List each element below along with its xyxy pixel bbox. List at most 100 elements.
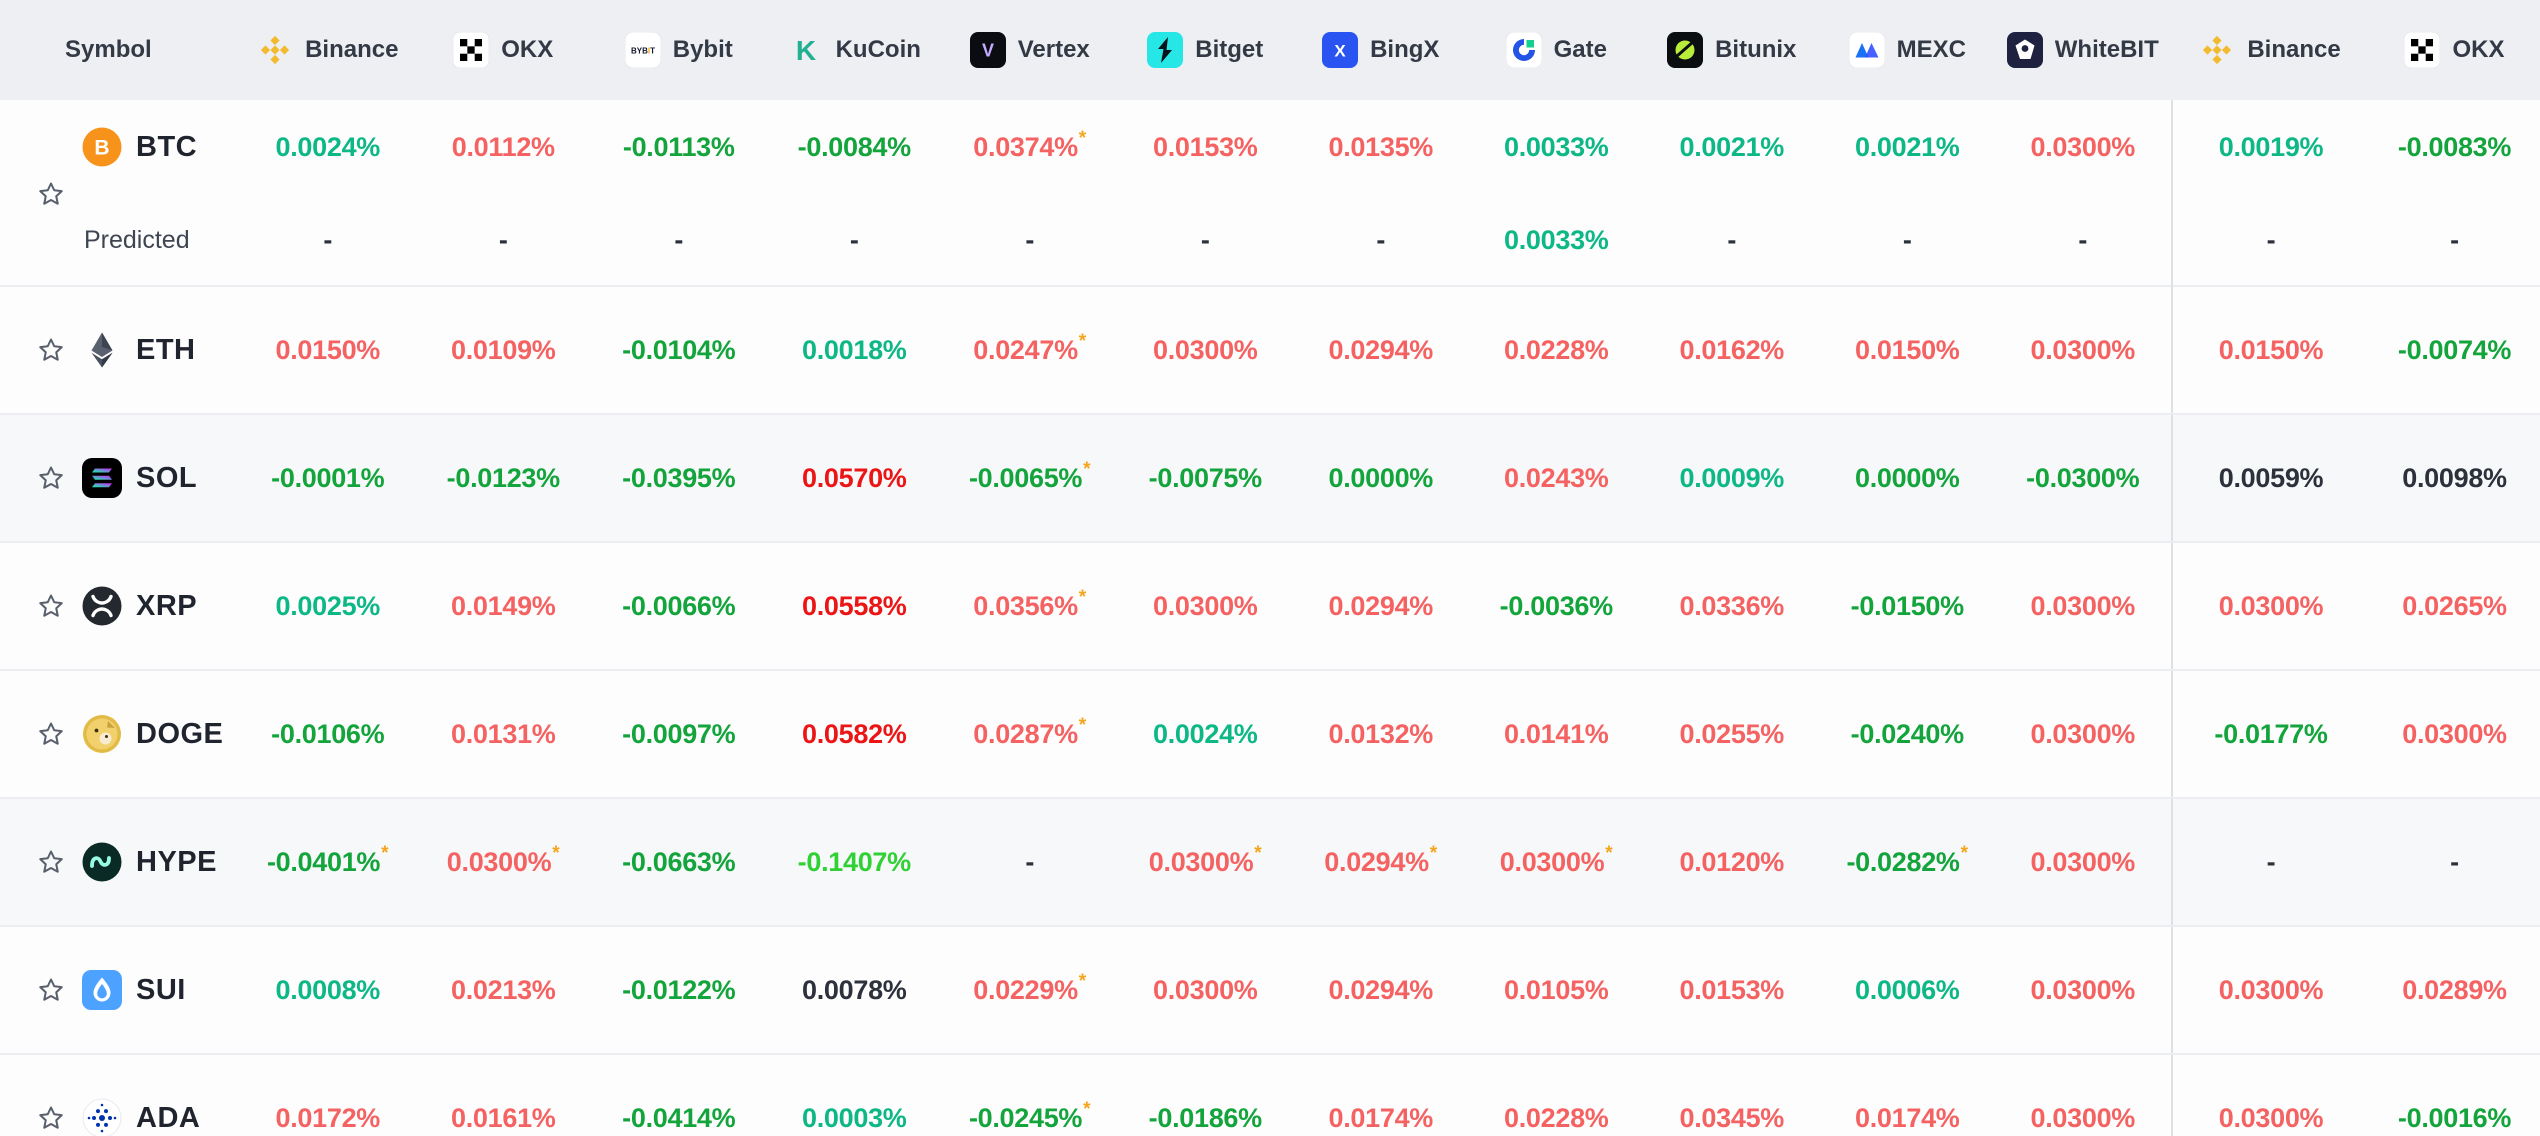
favorite-star-icon[interactable]: [36, 719, 66, 749]
rate-cell: -0.0113% -: [591, 100, 767, 287]
binance-icon: [2199, 32, 2235, 68]
favorite-star-icon[interactable]: [36, 591, 66, 621]
rate-value: 0.0265%: [2402, 590, 2507, 621]
column-header-symbol[interactable]: Symbol: [0, 36, 240, 64]
gate-icon: [1505, 32, 1542, 68]
rate-value: -0.0123%: [446, 462, 560, 493]
rate-value: 0.0300%: [2402, 718, 2507, 749]
table-row-ada[interactable]: ADA 0.0172% 0.0161% -0.0414% 0.0003% -0.0245%…: [0, 1055, 2540, 1136]
rate-value: 0.0300%: [2030, 846, 2136, 877]
rate-cell: 0.0025%: [240, 543, 416, 669]
svg-text:K: K: [795, 35, 815, 66]
table-body: B BTC Predicted 0.0024% -0.0112% - -0.0113% - -0…: [0, 100, 2540, 1136]
column-header-whitebit[interactable]: WhiteBIT: [1995, 32, 2171, 68]
rate-value: 0.0172%: [275, 1102, 381, 1133]
asterisk-marker: *: [1078, 586, 1087, 608]
symbol-cell-hype[interactable]: HYPE: [0, 799, 240, 925]
symbol-cell-ada[interactable]: ADA: [0, 1055, 240, 1136]
bitget-icon: [1147, 32, 1184, 68]
symbol-cell-sui[interactable]: SUI: [0, 927, 240, 1053]
exchange-header-label: Bybit: [672, 36, 733, 63]
rate-cell: -0.0186%: [1118, 1055, 1294, 1136]
column-header-okx[interactable]: OKX: [416, 32, 592, 68]
rate-value: -: [2266, 225, 2276, 255]
rate-value: 0.0300%: [1499, 846, 1605, 877]
column-header-bitunix[interactable]: Bitunix: [1644, 32, 1820, 68]
rate-value: 0.0374%: [973, 131, 1078, 162]
symbol-cell-btc[interactable]: B BTC Predicted: [0, 100, 240, 287]
rate-cell: -0.0123%: [416, 415, 592, 541]
favorite-star-icon[interactable]: [36, 847, 66, 877]
column-header-vertex[interactable]: V Vertex: [942, 32, 1118, 68]
rate-cell: -: [942, 799, 1118, 925]
rate-cell: 0.0135% -: [1293, 100, 1469, 287]
favorite-star-icon[interactable]: [36, 975, 66, 1005]
svg-text:X: X: [1334, 42, 1346, 61]
rate-value: -0.0282%: [1846, 846, 1960, 877]
rate-cell: 0.0356% *: [942, 543, 1118, 669]
table-row-hype[interactable]: HYPE -0.0401% * 0.0300% * -0.0663% -0.1407% -0.…: [0, 799, 2540, 927]
exchange-header-label: Vertex: [1017, 36, 1090, 63]
table-row-btc[interactable]: B BTC Predicted 0.0024% -0.0112% - -0.0113% - -0…: [0, 100, 2540, 287]
column-header-mexc[interactable]: MEXC: [1820, 32, 1996, 68]
symbol-label: BTC: [136, 130, 198, 163]
column-header-bitget[interactable]: Bitget: [1118, 32, 1294, 68]
exchange-header-label: KuCoin: [835, 36, 921, 63]
rate-value: 0.0150%: [275, 334, 381, 365]
favorite-star-icon[interactable]: [36, 1103, 66, 1133]
rate-value: -0.0245%: [968, 1102, 1083, 1133]
rate-value: 0.0300%: [1153, 590, 1258, 621]
rate-value: 0.0213%: [451, 974, 556, 1005]
rate-value: 0.0161%: [451, 1102, 556, 1133]
rate-value: -: [674, 225, 684, 255]
vertex-icon: V: [969, 32, 1006, 68]
exchange-header-label: MEXC: [1896, 36, 1966, 63]
rate-value: 0.0300%: [1148, 846, 1254, 877]
rate-cell: 0.0300%: [2170, 543, 2370, 669]
symbol-label: XRP: [136, 589, 198, 622]
rate-cell: 0.0294%: [1293, 543, 1469, 669]
rate-cell: 0.0150%: [1820, 287, 1996, 413]
rate-cell: -0.0036%: [1469, 543, 1645, 669]
table-row-sol[interactable]: SOL -0.0001% -0.0123% -0.0395% 0.0570% -0.006…: [0, 415, 2540, 543]
column-header-binance[interactable]: Binance: [240, 32, 416, 68]
rate-value: 0.0300%: [2030, 718, 2136, 749]
exchange-header-label: OKX: [2452, 36, 2505, 63]
column-header-bingx[interactable]: X BingX: [1293, 32, 1469, 68]
table-row-sui[interactable]: SUI 0.0008% 0.0213% -0.0122% 0.0078% 0.0229% *…: [0, 927, 2540, 1055]
column-header-kucoin[interactable]: K KuCoin: [767, 32, 943, 68]
column-header-okx-pinned[interactable]: OKX: [2370, 32, 2540, 68]
table-header-row: Symbol Binance OKX BYBIT Bybit K KuCoin V Vertex…: [0, 0, 2540, 100]
table-row-eth[interactable]: ETH 0.0150% 0.0109% -0.0104% 0.0018% 0.0247% *…: [0, 287, 2540, 415]
rate-cell: 0.0228%: [1469, 1055, 1645, 1136]
rate-cell: 0.0300%: [1995, 1055, 2171, 1136]
rate-value: 0.0120%: [1679, 846, 1785, 877]
symbol-cell-xrp[interactable]: XRP: [0, 543, 240, 669]
rate-cell: 0.0018%: [767, 287, 943, 413]
favorite-star-icon[interactable]: [36, 179, 66, 209]
column-header-binance-pinned[interactable]: Binance: [2171, 32, 2370, 68]
rate-value: -0.0104%: [622, 334, 736, 365]
rate-cell: 0.0558%: [767, 543, 943, 669]
symbol-cell-sol[interactable]: SOL: [0, 415, 240, 541]
table-row-doge[interactable]: DOGE -0.0106% 0.0131% -0.0097% 0.0582% 0.0287…: [0, 671, 2540, 799]
rate-value: -: [498, 225, 508, 255]
rate-value: 0.0336%: [1679, 590, 1785, 621]
favorite-star-icon[interactable]: [36, 463, 66, 493]
rate-cell: 0.0059%: [2170, 415, 2370, 541]
rate-cell: 0.0174%: [1820, 1055, 1996, 1136]
rate-cell: 0.0229% *: [942, 927, 1118, 1053]
column-header-gate[interactable]: Gate: [1469, 32, 1645, 68]
symbol-cell-eth[interactable]: ETH: [0, 287, 240, 413]
rate-cell: -0.0300%: [1995, 415, 2171, 541]
rate-value: 0.0033%: [1504, 131, 1609, 162]
rate-cell: 0.0021% -: [1820, 100, 1996, 287]
table-row-xrp[interactable]: XRP 0.0025% 0.0149% -0.0066% 0.0558% 0.0356% *…: [0, 543, 2540, 671]
rate-cell: -0.0066%: [591, 543, 767, 669]
rate-cell: 0.0150%: [240, 287, 416, 413]
rate-cell: -0.0177%: [2170, 671, 2370, 797]
column-header-bybit[interactable]: BYBIT Bybit: [591, 32, 767, 68]
favorite-star-icon[interactable]: [36, 335, 66, 365]
symbol-cell-doge[interactable]: DOGE: [0, 671, 240, 797]
rate-value: 0.0243%: [1504, 462, 1609, 493]
